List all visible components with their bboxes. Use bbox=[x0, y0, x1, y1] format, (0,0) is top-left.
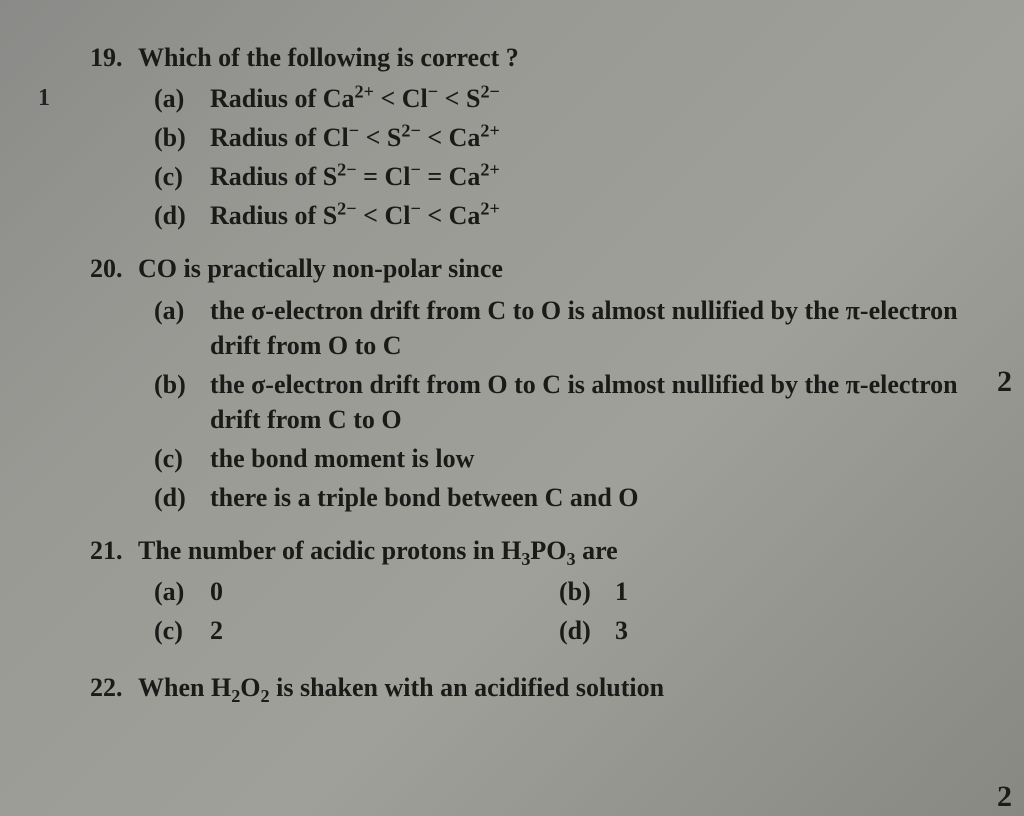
question-stem: Which of the following is correct ? bbox=[138, 40, 519, 75]
option-letter: (b) bbox=[559, 574, 615, 609]
option-text: the bond moment is low bbox=[210, 441, 474, 476]
question-stem: CO is practically non-polar since bbox=[138, 251, 503, 286]
option-text: 0 bbox=[210, 574, 223, 609]
question-21: 21. The number of acidic protons in H3PO… bbox=[90, 533, 964, 652]
option-letter: (a) bbox=[154, 293, 210, 363]
option-letter: (c) bbox=[154, 159, 210, 194]
option-letter: (d) bbox=[154, 198, 210, 233]
option-text: the σ-electron drift from C to O is almo… bbox=[210, 293, 964, 363]
option-text: Radius of S2− = Cl− = Ca2+ bbox=[210, 159, 500, 194]
question-number: 21. bbox=[90, 533, 138, 568]
question-number: 19. bbox=[90, 40, 138, 75]
option-b: (b) Radius of Cl− < S2− < Ca2+ bbox=[154, 120, 964, 155]
option-a: (a) the σ-electron drift from C to O is … bbox=[154, 293, 964, 363]
option-letter: (d) bbox=[154, 480, 210, 515]
question-20: 20. CO is practically non-polar since (a… bbox=[90, 251, 964, 515]
option-text: the σ-electron drift from O to C is almo… bbox=[210, 367, 964, 437]
option-text: 2 bbox=[210, 613, 223, 648]
page-content: 1 19. Which of the following is correct … bbox=[0, 0, 1024, 742]
option-c: (c) 2 bbox=[154, 613, 559, 648]
option-letter: (a) bbox=[154, 574, 210, 609]
option-text: Radius of Ca2+ < Cl− < S2− bbox=[210, 81, 500, 116]
question-19: 19. Which of the following is correct ? … bbox=[90, 40, 964, 233]
options-list: (a) 0 (b) 1 (c) 2 (d) 3 bbox=[154, 574, 964, 652]
option-d: (d) Radius of S2− < Cl− < Ca2+ bbox=[154, 198, 964, 233]
question-number: 22. bbox=[90, 670, 138, 705]
question-stem: When H2O2 is shaken with an acidified so… bbox=[138, 670, 664, 705]
right-margin-number: 2 bbox=[997, 365, 1012, 399]
option-c: (c) the bond moment is low bbox=[154, 441, 964, 476]
option-text: there is a triple bond between C and O bbox=[210, 480, 639, 515]
options-list: (a) the σ-electron drift from C to O is … bbox=[154, 293, 964, 516]
option-b: (b) 1 bbox=[559, 574, 964, 609]
question-stem: The number of acidic protons in H3PO3 ar… bbox=[138, 533, 618, 568]
option-letter: (a) bbox=[154, 81, 210, 116]
options-list: (a) Radius of Ca2+ < Cl− < S2− (b) Radiu… bbox=[154, 81, 964, 233]
option-letter: (d) bbox=[559, 613, 615, 648]
option-text: 1 bbox=[615, 574, 628, 609]
option-text: Radius of Cl− < S2− < Ca2+ bbox=[210, 120, 500, 155]
option-d: (d) there is a triple bond between C and… bbox=[154, 480, 964, 515]
question-number: 20. bbox=[90, 251, 138, 286]
side-marker-1: 1 bbox=[38, 82, 50, 114]
option-b: (b) the σ-electron drift from O to C is … bbox=[154, 367, 964, 437]
option-a: (a) Radius of Ca2+ < Cl− < S2− bbox=[154, 81, 964, 116]
option-d: (d) 3 bbox=[559, 613, 964, 648]
right-margin-number: 2 bbox=[997, 780, 1012, 814]
option-c: (c) Radius of S2− = Cl− = Ca2+ bbox=[154, 159, 964, 194]
option-letter: (b) bbox=[154, 367, 210, 437]
question-22: 22. When H2O2 is shaken with an acidifie… bbox=[90, 670, 964, 705]
option-text: Radius of S2− < Cl− < Ca2+ bbox=[210, 198, 500, 233]
option-letter: (c) bbox=[154, 441, 210, 476]
option-letter: (b) bbox=[154, 120, 210, 155]
option-letter: (c) bbox=[154, 613, 210, 648]
option-a: (a) 0 bbox=[154, 574, 559, 609]
option-text: 3 bbox=[615, 613, 628, 648]
